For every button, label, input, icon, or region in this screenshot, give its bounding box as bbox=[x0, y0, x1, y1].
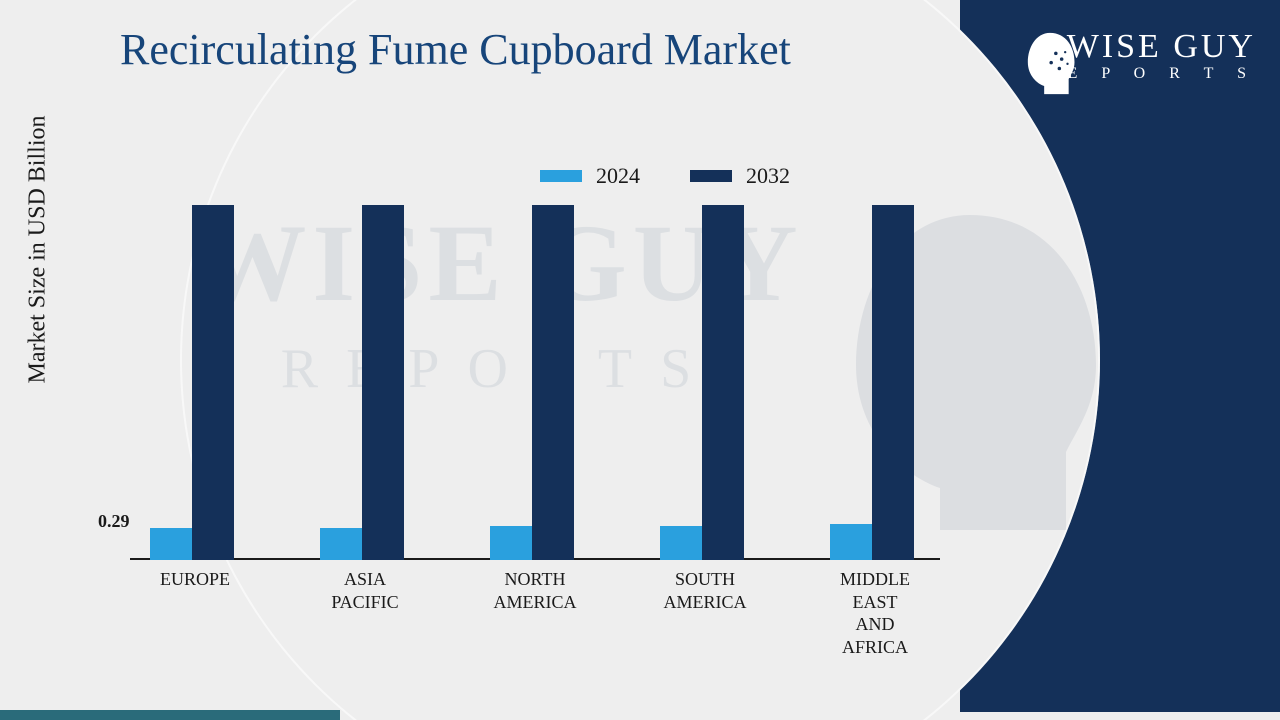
logo-line2: R E P O R T S bbox=[1033, 66, 1256, 82]
bar bbox=[490, 526, 532, 560]
bar bbox=[320, 528, 362, 560]
legend-item: 2032 bbox=[690, 163, 790, 189]
category-label: ASIAPACIFIC bbox=[295, 568, 435, 613]
bar bbox=[532, 205, 574, 560]
bar bbox=[660, 526, 702, 560]
bar bbox=[192, 205, 234, 560]
bar bbox=[830, 524, 872, 560]
category-label: NORTHAMERICA bbox=[465, 568, 605, 613]
chart-plot: 0.29EUROPEASIAPACIFICNORTHAMERICASOUTHAM… bbox=[130, 200, 940, 560]
bar bbox=[362, 205, 404, 560]
category-label: SOUTHAMERICA bbox=[635, 568, 775, 613]
brand-logo: WISE GUY R E P O R T S bbox=[1033, 30, 1256, 82]
chart-title: Recirculating Fume Cupboard Market bbox=[120, 24, 791, 75]
bottom-accent-strip bbox=[0, 710, 340, 720]
legend-label: 2032 bbox=[746, 163, 790, 189]
legend-swatch bbox=[690, 170, 732, 182]
value-label: 0.29 bbox=[98, 511, 130, 532]
chart-stage: WISE GUY REPORTS Recirculating Fume Cupb… bbox=[0, 0, 1280, 720]
logo-line1: WISE GUY bbox=[1033, 30, 1256, 64]
category-label: EUROPE bbox=[125, 568, 265, 591]
legend: 2024 2032 bbox=[540, 163, 790, 189]
legend-swatch bbox=[540, 170, 582, 182]
y-axis-label: Market Size in USD Billion bbox=[25, 116, 52, 384]
bar bbox=[150, 528, 192, 560]
bar bbox=[872, 205, 914, 560]
legend-label: 2024 bbox=[596, 163, 640, 189]
category-label: MIDDLEEASTANDAFRICA bbox=[805, 568, 945, 658]
legend-item: 2024 bbox=[540, 163, 640, 189]
bar bbox=[702, 205, 744, 560]
